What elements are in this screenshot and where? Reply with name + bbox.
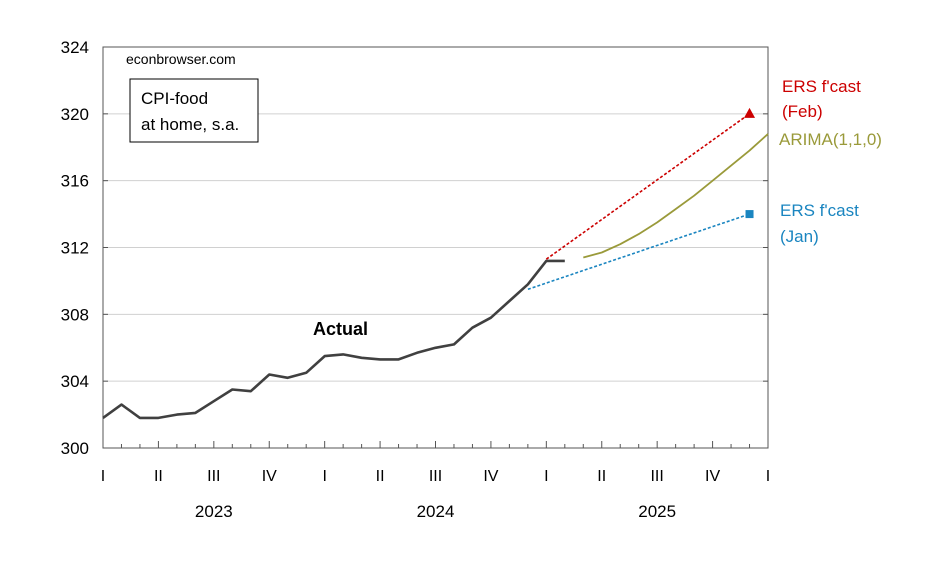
- label-arima: ARIMA(1,1,0): [779, 130, 882, 149]
- x-quarter-label: I: [101, 468, 105, 485]
- y-tick-label: 312: [61, 239, 89, 258]
- label-ers-feb-line1: ERS f'cast: [782, 77, 861, 96]
- x-quarter-label: II: [376, 468, 385, 485]
- source-label: econbrowser.com: [126, 51, 236, 67]
- series-ers-feb-line: [545, 113, 750, 260]
- x-quarter-label: II: [154, 468, 163, 485]
- label-ers-jan-line2: (Jan): [780, 227, 819, 246]
- x-quarter-label: III: [207, 468, 220, 485]
- x-quarter-label: I: [322, 468, 326, 485]
- y-tick-label: 308: [61, 305, 89, 324]
- label-ers-feb-line2: (Feb): [782, 102, 823, 121]
- legend-box: [129, 78, 259, 143]
- annotation-actual: Actual: [313, 319, 368, 339]
- x-quarter-label: III: [650, 468, 663, 485]
- label-ers-jan-line1: ERS f'cast: [780, 201, 859, 220]
- series-actual-line: [102, 259, 565, 420]
- x-quarter-label: I: [766, 468, 770, 485]
- x-year-label: 2023: [195, 502, 233, 521]
- y-tick-label: 320: [61, 105, 89, 124]
- x-quarter-label: IV: [262, 468, 277, 485]
- series-ers-jan-line: [527, 213, 750, 291]
- ers-jan-endpoint-marker: [745, 210, 754, 219]
- y-tick-label: 316: [61, 172, 89, 191]
- y-tick-label: 324: [61, 38, 89, 57]
- y-tick-label: 300: [61, 439, 89, 458]
- series-arima-line: [583, 133, 769, 259]
- x-year-label: 2024: [417, 502, 455, 521]
- x-quarter-label: II: [597, 468, 606, 485]
- x-quarter-label: I: [544, 468, 548, 485]
- ers-feb-endpoint-marker: [744, 107, 756, 118]
- legend-box-line1: CPI-food: [141, 89, 208, 108]
- y-tick-label: 304: [61, 372, 89, 391]
- legend-box-line2: at home, s.a.: [141, 115, 239, 134]
- x-year-label: 2025: [638, 502, 676, 521]
- x-quarter-label: IV: [705, 468, 720, 485]
- x-quarter-label: III: [429, 468, 442, 485]
- x-quarter-label: IV: [483, 468, 498, 485]
